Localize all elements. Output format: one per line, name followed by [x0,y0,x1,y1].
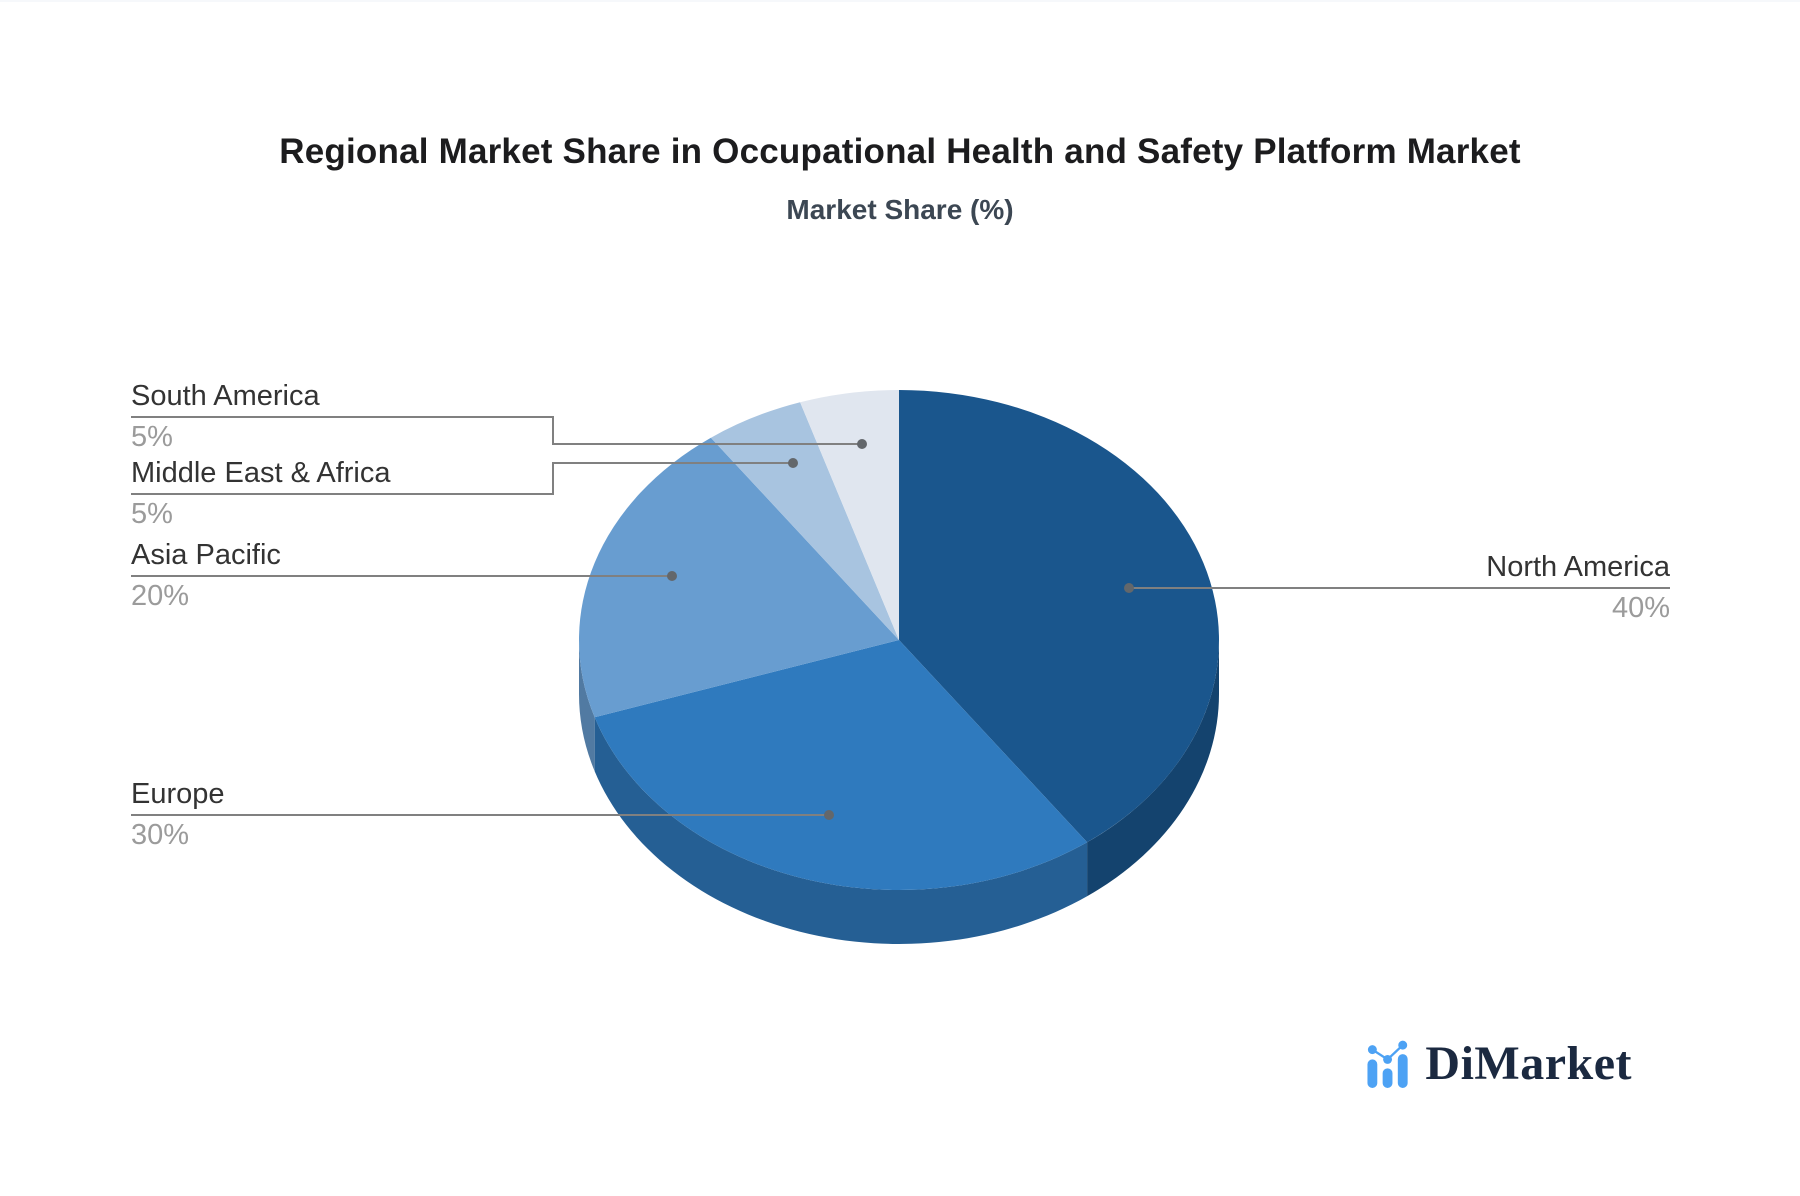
leader-line-south-america [131,416,862,445]
slice-label-south-america: South America [131,380,320,412]
slice-value-europe: 30% [131,819,190,851]
pie-slice-side-asia-pacific [579,640,595,772]
slice-value-south-america: 5% [131,421,173,453]
slice-label-asia-pacific: Asia Pacific [131,539,281,571]
slice-value-north-america: 40% [1611,592,1670,624]
chart-subtitle: Market Share (%) [786,194,1014,225]
slice-label-europe: Europe [131,778,225,810]
slice-label-north-america: North America [1486,551,1670,583]
pie-slice-side-europe [594,717,1088,944]
logo-text: DiMarket [1425,1037,1632,1090]
leader-dot-middle-east-africa [788,458,798,468]
leader-dot-europe [824,810,834,820]
slice-value-middle-east-africa: 5% [131,498,173,530]
slice-label-middle-east-africa: Middle East & Africa [131,457,391,489]
pie-slice-asia-pacific [579,437,899,718]
slice-value-asia-pacific: 20% [131,580,190,612]
leader-dot-north-america [1124,583,1134,593]
chart-title: Regional Market Share in Occupational He… [279,132,1521,171]
bar-chart-trend-icon [1367,1040,1409,1088]
pie-slice-side-north-america [1087,640,1219,897]
pie-slice-south-america [800,390,899,640]
pie-slice-north-america [899,390,1220,843]
pie-slice-europe [594,640,1088,890]
pie-slice-middle-east-africa [710,402,899,640]
top-edge-divider [0,0,1800,2]
leader-dot-asia-pacific [667,571,677,581]
dimarket-logo: DiMarket [1365,1038,1632,1088]
leader-dot-south-america [857,439,867,449]
leader-line-middle-east-africa [131,462,793,495]
